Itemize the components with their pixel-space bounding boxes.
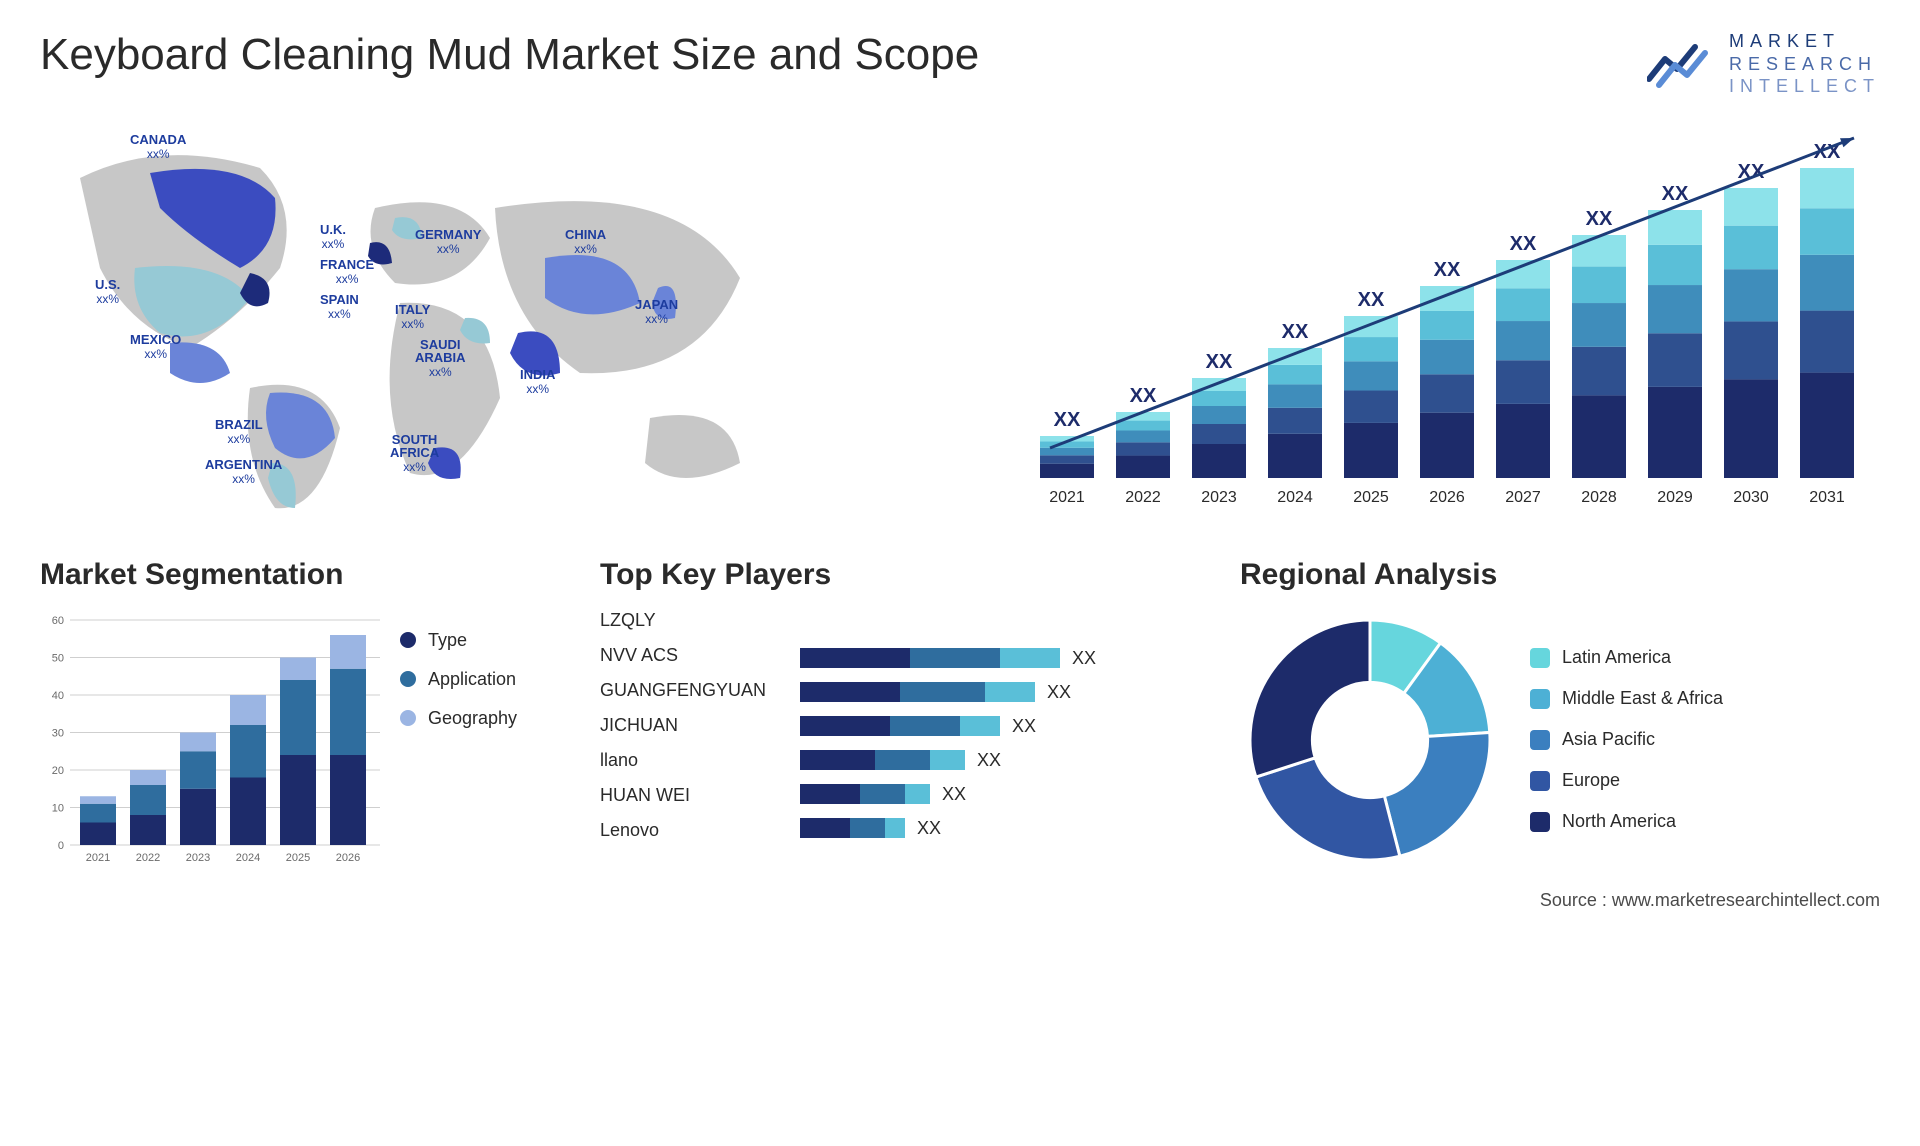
svg-text:30: 30 bbox=[52, 727, 64, 739]
svg-text:XX: XX bbox=[1510, 233, 1537, 255]
svg-text:2025: 2025 bbox=[286, 852, 310, 864]
map-label: SOUTHAFRICAxx% bbox=[390, 433, 439, 473]
legend-item: Type bbox=[400, 630, 517, 651]
logo-icon bbox=[1647, 39, 1717, 89]
svg-text:2024: 2024 bbox=[236, 852, 260, 864]
growth-bar-chart: XX 2021 XX 2022 XX 2023 XX 2024 XX 2025 XX 2026 XX 20… bbox=[1000, 118, 1880, 518]
world-map-panel: CANADAxx% U.S.xx% MEXICOxx% BRAZILxx% ARGENT… bbox=[40, 118, 960, 518]
svg-text:2027: 2027 bbox=[1505, 489, 1541, 506]
player-name: LZQLY bbox=[600, 610, 780, 631]
svg-text:XX: XX bbox=[1047, 682, 1071, 702]
players-title: Top Key Players bbox=[600, 558, 1200, 592]
map-label: U.S.xx% bbox=[95, 278, 120, 305]
map-label: CHINAxx% bbox=[565, 228, 606, 255]
legend-item: North America bbox=[1530, 811, 1723, 832]
legend-item: Application bbox=[400, 669, 517, 690]
svg-text:40: 40 bbox=[52, 690, 64, 702]
svg-text:XX: XX bbox=[1358, 289, 1385, 311]
player-name: NVV ACS bbox=[600, 645, 780, 666]
svg-text:XX: XX bbox=[977, 750, 1001, 770]
map-label: CANADAxx% bbox=[130, 133, 186, 160]
map-label: JAPANxx% bbox=[635, 298, 678, 325]
player-name: JICHUAN bbox=[600, 715, 780, 736]
brand-logo: MARKET RESEARCH INTELLECT bbox=[1647, 30, 1880, 98]
svg-text:2022: 2022 bbox=[136, 852, 160, 864]
segmentation-title: Market Segmentation bbox=[40, 558, 560, 592]
svg-text:10: 10 bbox=[52, 802, 64, 814]
svg-text:2021: 2021 bbox=[1049, 489, 1085, 506]
svg-text:XX: XX bbox=[1012, 716, 1036, 736]
svg-text:2029: 2029 bbox=[1657, 489, 1693, 506]
svg-text:2028: 2028 bbox=[1581, 489, 1617, 506]
svg-text:2030: 2030 bbox=[1733, 489, 1769, 506]
regional-panel: Regional Analysis Latin America Middle Ea… bbox=[1240, 558, 1880, 870]
map-label: GERMANYxx% bbox=[415, 228, 481, 255]
map-label: FRANCExx% bbox=[320, 258, 374, 285]
svg-text:XX: XX bbox=[1206, 351, 1233, 373]
svg-text:XX: XX bbox=[1282, 321, 1309, 343]
player-name: llano bbox=[600, 750, 780, 771]
player-name: HUAN WEI bbox=[600, 785, 780, 806]
svg-text:XX: XX bbox=[1072, 648, 1096, 668]
legend-item: Latin America bbox=[1530, 647, 1723, 668]
players-names: LZQLY NVV ACS GUANGFENGYUAN JICHUAN llano HUA… bbox=[600, 610, 780, 870]
svg-text:2022: 2022 bbox=[1125, 489, 1161, 506]
map-label: MEXICOxx% bbox=[130, 333, 181, 360]
regional-donut bbox=[1240, 610, 1500, 870]
svg-text:XX: XX bbox=[917, 818, 941, 838]
map-label: INDIAxx% bbox=[520, 368, 555, 395]
svg-text:20: 20 bbox=[52, 765, 64, 777]
map-label: BRAZILxx% bbox=[215, 418, 263, 445]
svg-text:XX: XX bbox=[1434, 259, 1461, 281]
svg-text:60: 60 bbox=[52, 615, 64, 627]
players-panel: Top Key Players LZQLY NVV ACS GUANGFENGYUA… bbox=[600, 558, 1200, 870]
map-label: ITALYxx% bbox=[395, 303, 430, 330]
legend-item: Asia Pacific bbox=[1530, 729, 1723, 750]
map-label: ARGENTINAxx% bbox=[205, 458, 282, 485]
svg-text:2026: 2026 bbox=[336, 852, 360, 864]
svg-text:2024: 2024 bbox=[1277, 489, 1313, 506]
player-name: GUANGFENGYUAN bbox=[600, 680, 780, 701]
svg-text:XX: XX bbox=[1586, 208, 1613, 230]
segmentation-chart: 0 10 20 30 40 50 60 2021 2022 2023 2024 2025 2026 bbox=[40, 610, 380, 870]
svg-text:2023: 2023 bbox=[1201, 489, 1237, 506]
regional-legend: Latin America Middle East & Africa Asia Pa… bbox=[1530, 647, 1723, 832]
svg-text:0: 0 bbox=[58, 840, 64, 852]
legend-item: Middle East & Africa bbox=[1530, 688, 1723, 709]
players-chart: XXXXXXXXXXXX bbox=[800, 610, 1170, 870]
svg-text:2026: 2026 bbox=[1429, 489, 1465, 506]
player-name: Lenovo bbox=[600, 820, 780, 841]
map-label: U.K.xx% bbox=[320, 223, 346, 250]
svg-text:2025: 2025 bbox=[1353, 489, 1389, 506]
legend-item: Geography bbox=[400, 708, 517, 729]
svg-text:2021: 2021 bbox=[86, 852, 110, 864]
source-text: Source : www.marketresearchintellect.com bbox=[40, 890, 1880, 911]
segmentation-legend: Type Application Geography bbox=[400, 630, 517, 729]
world-map bbox=[40, 118, 960, 518]
segmentation-panel: Market Segmentation 0 10 20 30 40 50 60 2021 202… bbox=[40, 558, 560, 870]
map-label: SPAINxx% bbox=[320, 293, 359, 320]
svg-text:2023: 2023 bbox=[186, 852, 210, 864]
svg-text:50: 50 bbox=[52, 652, 64, 664]
page-title: Keyboard Cleaning Mud Market Size and Sc… bbox=[40, 30, 979, 80]
svg-text:XX: XX bbox=[1054, 409, 1081, 431]
map-label: SAUDIARABIAxx% bbox=[415, 338, 466, 378]
svg-text:XX: XX bbox=[942, 784, 966, 804]
logo-text: MARKET RESEARCH INTELLECT bbox=[1729, 30, 1880, 98]
svg-text:XX: XX bbox=[1130, 385, 1157, 407]
legend-item: Europe bbox=[1530, 770, 1723, 791]
svg-text:2031: 2031 bbox=[1809, 489, 1845, 506]
regional-title: Regional Analysis bbox=[1240, 558, 1880, 592]
